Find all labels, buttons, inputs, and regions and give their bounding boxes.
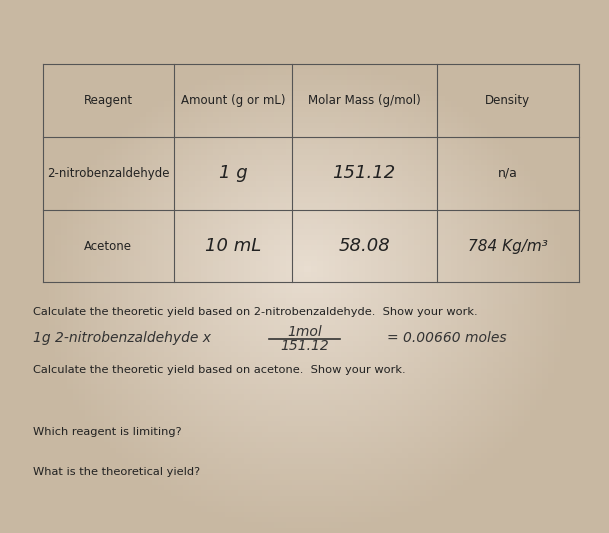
Text: 151.12: 151.12 [280, 340, 329, 353]
Text: What is the theoretical yield?: What is the theoretical yield? [33, 467, 200, 477]
Text: 58.08: 58.08 [339, 237, 390, 255]
Text: 784 Kg/m³: 784 Kg/m³ [468, 239, 547, 254]
Text: Density: Density [485, 94, 530, 107]
Text: 1 g: 1 g [219, 164, 247, 182]
Text: 1g 2-nitrobenzaldehyde x: 1g 2-nitrobenzaldehyde x [33, 332, 211, 345]
Text: Amount (g or mL): Amount (g or mL) [181, 94, 285, 107]
Text: 1mol: 1mol [287, 325, 322, 338]
Text: Molar Mass (g/mol): Molar Mass (g/mol) [308, 94, 421, 107]
Text: Acetone: Acetone [84, 239, 132, 253]
Text: 10 mL: 10 mL [205, 237, 261, 255]
Text: = 0.00660 moles: = 0.00660 moles [387, 332, 506, 345]
Text: Calculate the theoretic yield based on 2-nitrobenzaldehyde.  Show your work.: Calculate the theoretic yield based on 2… [33, 307, 478, 317]
Text: 2-nitrobenzaldehyde: 2-nitrobenzaldehyde [47, 167, 169, 180]
Text: Calculate the theoretic yield based on acetone.  Show your work.: Calculate the theoretic yield based on a… [33, 366, 406, 375]
Text: 151.12: 151.12 [333, 164, 396, 182]
Text: Which reagent is limiting?: Which reagent is limiting? [33, 427, 182, 437]
Text: Reagent: Reagent [83, 94, 133, 107]
Text: n/a: n/a [498, 167, 518, 180]
